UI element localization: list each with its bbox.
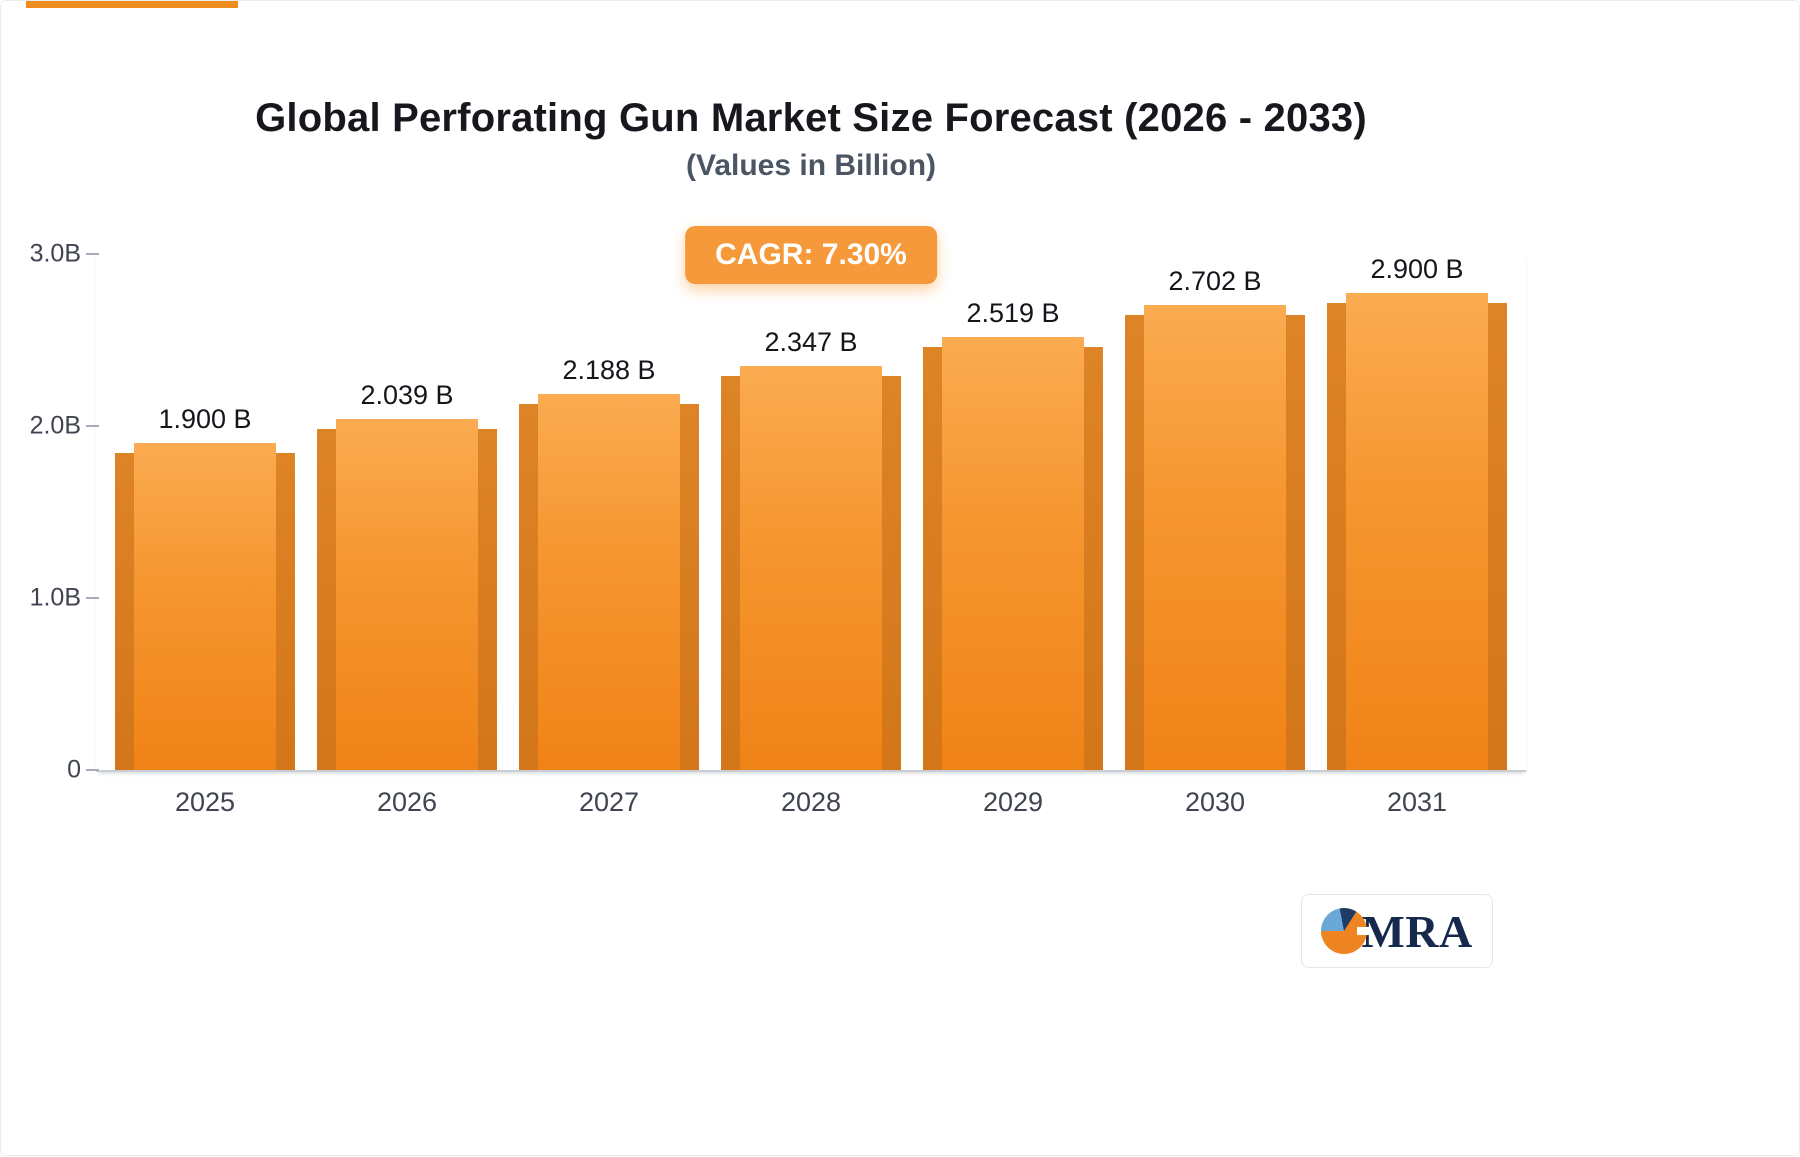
x-axis-label: 2028 [780,787,842,817]
brand-logo: MRA [1301,894,1493,968]
bar-group: 2.900 B 2031 [1319,254,1516,817]
bar-group: 1.900 B 2025 [107,254,304,817]
y-tick-mark [86,424,99,427]
top-accent-bar [26,1,238,8]
bar-value-label: 2.188 B [562,354,656,385]
bar [1327,293,1507,770]
plot-area: 1.900 B 2025 2.039 B 2026 2.188 B 2027 2.347 B… [30,240,1526,817]
bar-group: 2.519 B 2029 [915,254,1112,817]
bar [115,443,295,770]
y-tick-mark [86,253,99,255]
x-axis-label: 2026 [376,787,438,817]
x-axis-label: 2025 [174,787,236,817]
bar-group: 2.347 B 2028 [713,254,910,817]
y-tick-label: 3.0B [29,239,81,268]
bar-value-label: 2.702 B [1168,266,1262,297]
bar-group: 2.702 B 2030 [1117,254,1314,817]
bar-value-label: 2.347 B [764,327,858,358]
y-tick-label: 0 [67,755,81,784]
logo-text: MRA [1361,905,1473,957]
cagr-badge: CAGR: 7.30% [685,226,937,284]
pie-logo-icon [1321,908,1368,954]
y-tick-label: 1.0B [29,583,81,612]
chart-title: Global Perforating Gun Market Size Forec… [255,96,1367,140]
bars-container: 1.900 B 2025 2.039 B 2026 2.188 B 2027 2.347 B… [96,254,1526,817]
y-tick-mark [86,597,99,600]
bar-value-label: 2.039 B [360,380,454,411]
bar-value-label: 1.900 B [158,404,252,435]
bar [923,336,1103,771]
bar-group: 2.188 B 2027 [511,254,708,817]
x-axis-label: 2027 [578,787,640,817]
bar [1125,305,1305,770]
x-axis-label: 2031 [1386,787,1448,817]
x-axis-label: 2029 [982,787,1044,817]
bar [721,366,901,770]
bar-group: 2.039 B 2026 [309,254,506,817]
y-tick-mark [86,769,99,771]
bar-value-label: 2.900 B [1370,254,1464,284]
chart-subtitle: (Values in Billion) [685,149,937,182]
y-tick-label: 2.0B [29,411,81,440]
bar [519,393,699,771]
x-axis-label: 2030 [1184,787,1246,817]
bar-value-label: 2.519 B [966,297,1060,328]
chart-content: Global Perforating Gun Market Size Forec… [30,1,1526,1157]
bar [317,419,497,770]
